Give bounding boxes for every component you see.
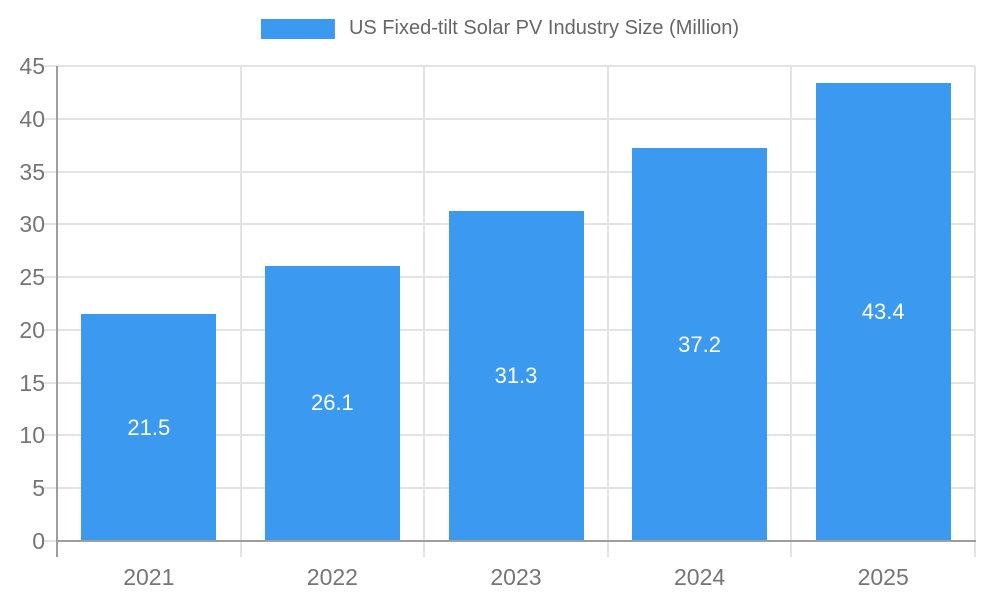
legend-item[interactable]: US Fixed-tilt Solar PV Industry Size (Mi… (260, 17, 740, 40)
bar-2022[interactable] (264, 265, 400, 541)
y-axis-tick-label: 25 (19, 264, 45, 291)
bar-2021[interactable] (81, 314, 217, 541)
x-axis-line (56, 540, 976, 542)
y-gridline (43, 117, 975, 120)
legend-label: US Fixed-tilt Solar PV Industry Size (Mi… (348, 17, 740, 39)
x-axis-tick-label: 2025 (857, 564, 909, 590)
bar-2024[interactable] (632, 148, 768, 541)
y-gridline (43, 65, 975, 67)
y-axis-tick-label: 20 (19, 316, 45, 343)
x-gridline (974, 66, 976, 557)
x-axis-tick-label: 2022 (306, 564, 358, 590)
x-gridline (790, 66, 793, 557)
legend-swatch (260, 18, 335, 39)
bar-2023[interactable] (448, 210, 584, 541)
y-axis-tick-label: 15 (19, 369, 45, 396)
y-axis-tick-label: 10 (19, 422, 45, 449)
x-axis-tick-label: 2023 (490, 564, 542, 590)
x-axis-tick-label: 2024 (674, 564, 726, 590)
x-gridline (239, 66, 242, 557)
y-axis-line (56, 66, 58, 557)
y-axis-tick-label: 45 (19, 53, 45, 79)
y-axis-tick-label: 5 (32, 475, 45, 502)
y-axis-tick-label: 30 (19, 211, 45, 238)
bar-2025[interactable] (815, 82, 951, 541)
y-axis-tick-label: 35 (19, 158, 45, 185)
y-axis-tick-label: 40 (19, 105, 45, 132)
x-gridline (423, 66, 426, 557)
x-axis-tick-label: 2021 (123, 564, 175, 590)
y-gridline (43, 170, 975, 173)
x-gridline (606, 66, 609, 557)
y-axis-tick-label: 0 (32, 528, 45, 554)
